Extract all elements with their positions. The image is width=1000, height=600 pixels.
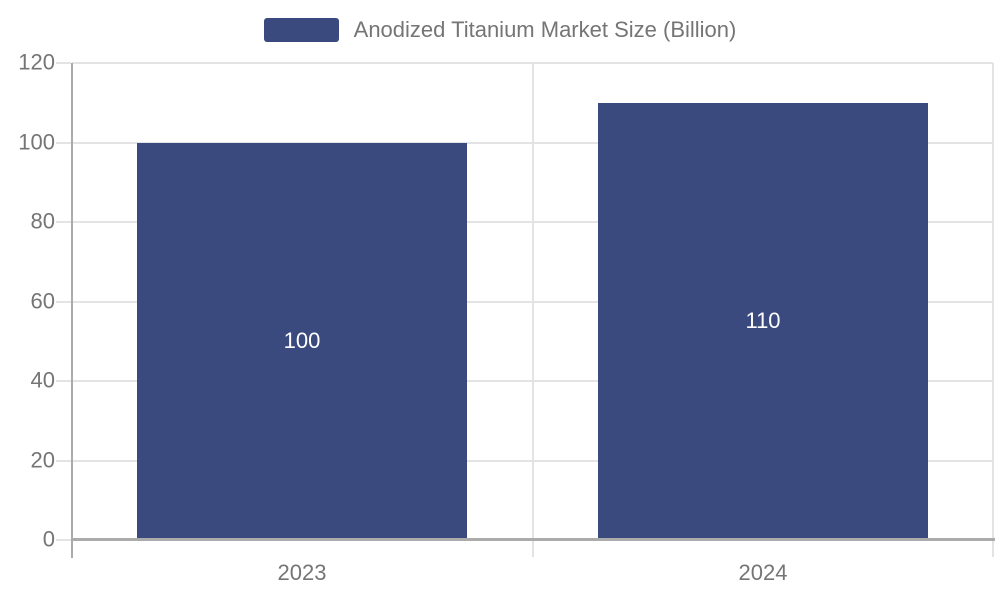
- x-tick-label: 2023: [277, 560, 327, 585]
- legend-label: Anodized Titanium Market Size (Billion): [353, 17, 737, 42]
- y-axis-tick: [56, 301, 71, 303]
- bar-value-label: 110: [745, 308, 781, 333]
- x-axis-tick: [532, 540, 534, 557]
- x-axis-tick: [992, 540, 994, 557]
- y-tick-label: 60: [30, 288, 55, 314]
- bar[interactable]: [598, 103, 928, 540]
- y-tick-label: 40: [30, 367, 55, 393]
- bar-value-label: 100: [283, 328, 321, 353]
- x-gridline: [532, 63, 534, 540]
- y-tick-label: 120: [18, 49, 55, 75]
- y-axis-tick: [56, 221, 71, 223]
- y-axis-tick: [56, 380, 71, 382]
- y-tick-label: 0: [42, 526, 55, 552]
- y-axis-line: [71, 63, 73, 558]
- x-axis-line: [71, 538, 995, 541]
- y-axis-tick: [56, 62, 71, 64]
- y-tick-label: 20: [30, 447, 55, 473]
- y-tick-label: 80: [30, 208, 55, 234]
- y-tick-label: 100: [18, 129, 55, 155]
- legend-swatch-icon: [263, 18, 339, 42]
- x-gridline: [992, 63, 994, 540]
- y-axis-tick: [56, 539, 71, 541]
- x-tick-label: 2024: [738, 560, 788, 585]
- bar[interactable]: [137, 143, 467, 541]
- y-axis-tick: [56, 142, 71, 144]
- y-axis-tick: [56, 460, 71, 462]
- legend[interactable]: Anodized Titanium Market Size (Billion): [0, 17, 1000, 43]
